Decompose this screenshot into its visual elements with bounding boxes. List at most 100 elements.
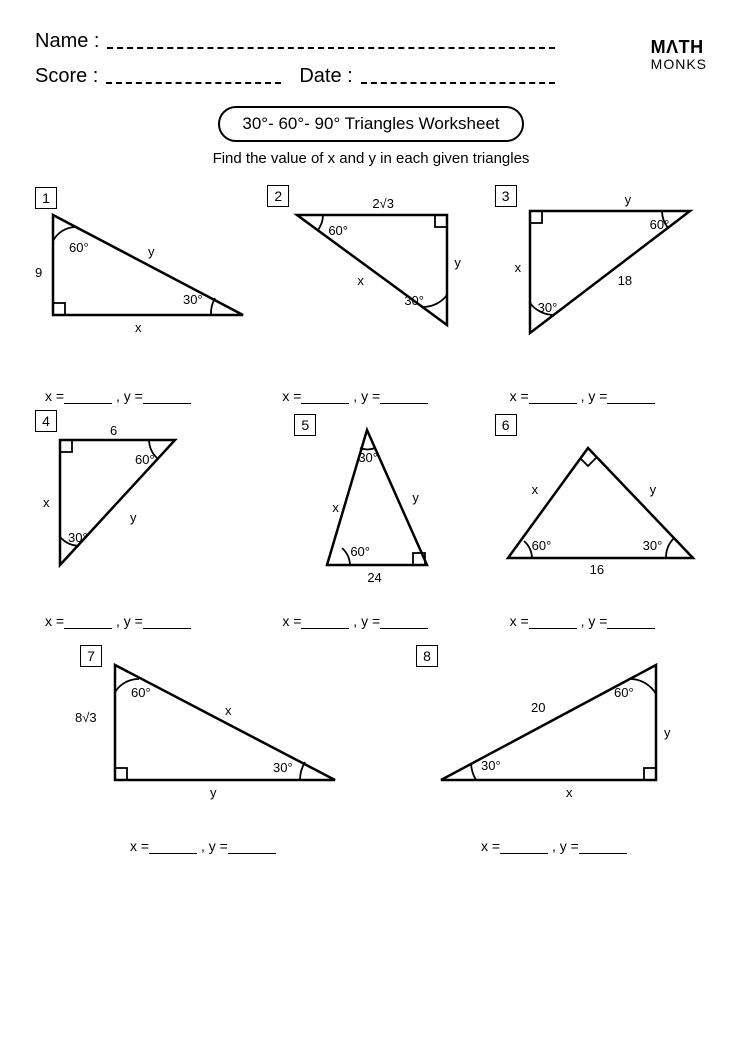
angle-label: 60°	[650, 217, 670, 232]
problem-number: 3	[495, 185, 517, 207]
blank[interactable]	[143, 616, 191, 629]
problem-6: 6 60° 30° x y 16 x = , y =	[490, 410, 707, 635]
date-line	[361, 70, 555, 84]
y-label: , y =	[353, 613, 380, 629]
x-label: x =	[282, 613, 301, 629]
angle-label: 60°	[614, 685, 634, 700]
x-label: x =	[510, 613, 529, 629]
angle-label: 30°	[481, 758, 501, 773]
side-label: 18	[618, 273, 632, 288]
blank[interactable]	[607, 616, 655, 629]
angle-label: 60°	[532, 538, 552, 553]
problem-8: 8 30° 60° 20 y x x = , y =	[386, 645, 707, 860]
side-label: x	[225, 703, 232, 718]
problem-number: 6	[495, 414, 517, 436]
blank[interactable]	[64, 616, 112, 629]
blank[interactable]	[579, 841, 627, 854]
side-label: 9	[35, 265, 42, 280]
logo-bottom: MONKS	[651, 57, 707, 72]
side-label: y	[130, 510, 137, 525]
angle-label: 60°	[131, 685, 151, 700]
problem-2: 2 60° 30° 2√3 x y x = , y =	[262, 185, 479, 410]
blank[interactable]	[228, 841, 276, 854]
logo: MΛTH MONKS	[651, 38, 707, 72]
name-line	[107, 35, 555, 49]
blank[interactable]	[380, 391, 428, 404]
blank[interactable]	[149, 841, 197, 854]
angle-label: 30°	[643, 538, 663, 553]
blank[interactable]	[500, 841, 548, 854]
x-label: x =	[130, 838, 149, 854]
problem-number: 5	[294, 414, 316, 436]
triangle-2	[287, 195, 477, 355]
problem-3: 3 60° 30° y x 18 x = , y =	[490, 185, 707, 410]
angle-label: 30°	[183, 292, 203, 307]
logo-top: MΛTH	[651, 38, 707, 57]
blank[interactable]	[529, 616, 577, 629]
blank[interactable]	[607, 391, 655, 404]
side-label: 8√3	[75, 710, 97, 725]
answer-line: x = , y =	[45, 613, 191, 629]
x-label: x =	[282, 388, 301, 404]
angle-label: 30°	[404, 293, 424, 308]
side-label: y	[625, 192, 632, 207]
problem-number: 2	[267, 185, 289, 207]
blank[interactable]	[64, 391, 112, 404]
side-label: x	[566, 785, 573, 800]
side-label: y	[412, 490, 419, 505]
angle-label: 30°	[358, 450, 378, 465]
y-label: , y =	[581, 613, 608, 629]
side-label: x	[43, 495, 50, 510]
side-label: 6	[110, 423, 117, 438]
x-label: x =	[510, 388, 529, 404]
date-label: Date :	[299, 65, 352, 88]
name-label: Name :	[35, 30, 99, 53]
y-label: , y =	[552, 838, 579, 854]
answer-line: x = , y =	[282, 388, 428, 404]
triangle-8	[426, 650, 686, 810]
side-label: x	[515, 260, 522, 275]
triangle-7	[95, 650, 355, 810]
problem-5: 5 30° 60° x y 24 x = , y =	[262, 410, 479, 635]
side-label: x	[357, 273, 364, 288]
worksheet-title: 30°- 60°- 90° Triangles Worksheet	[218, 106, 523, 142]
side-label: x	[532, 482, 539, 497]
side-label: y	[650, 482, 657, 497]
angle-label: 60°	[135, 452, 155, 467]
angle-label: 30°	[68, 530, 88, 545]
side-label: 24	[367, 570, 381, 585]
blank[interactable]	[529, 391, 577, 404]
y-label: , y =	[581, 388, 608, 404]
angle-label: 60°	[69, 240, 89, 255]
x-label: x =	[45, 613, 64, 629]
answer-line: x = , y =	[510, 613, 656, 629]
blank[interactable]	[301, 391, 349, 404]
score-line	[106, 70, 281, 84]
blank[interactable]	[143, 391, 191, 404]
problem-number: 1	[35, 187, 57, 209]
score-label: Score :	[35, 65, 98, 88]
blank[interactable]	[301, 616, 349, 629]
side-label: x	[135, 320, 142, 335]
y-label: , y =	[116, 388, 143, 404]
angle-label: 60°	[328, 223, 348, 238]
y-label: , y =	[353, 388, 380, 404]
answer-line: x = , y =	[282, 613, 428, 629]
problem-1: 1 60° 30° 9 y x x = , y =	[35, 185, 252, 410]
x-label: x =	[481, 838, 500, 854]
side-label: y	[148, 244, 155, 259]
x-label: x =	[45, 388, 64, 404]
side-label: y	[210, 785, 217, 800]
blank[interactable]	[380, 616, 428, 629]
triangle-1	[43, 205, 253, 355]
answer-line: x = , y =	[481, 838, 627, 854]
side-label: 20	[531, 700, 545, 715]
problem-number: 4	[35, 410, 57, 432]
triangle-4	[45, 425, 255, 585]
triangle-3	[510, 193, 710, 353]
side-label: y	[454, 255, 461, 270]
side-label: x	[332, 500, 339, 515]
side-label: y	[664, 725, 671, 740]
side-label: 2√3	[372, 196, 394, 211]
problem-7: 7 60° 30° 8√3 x y x = , y =	[35, 645, 356, 860]
